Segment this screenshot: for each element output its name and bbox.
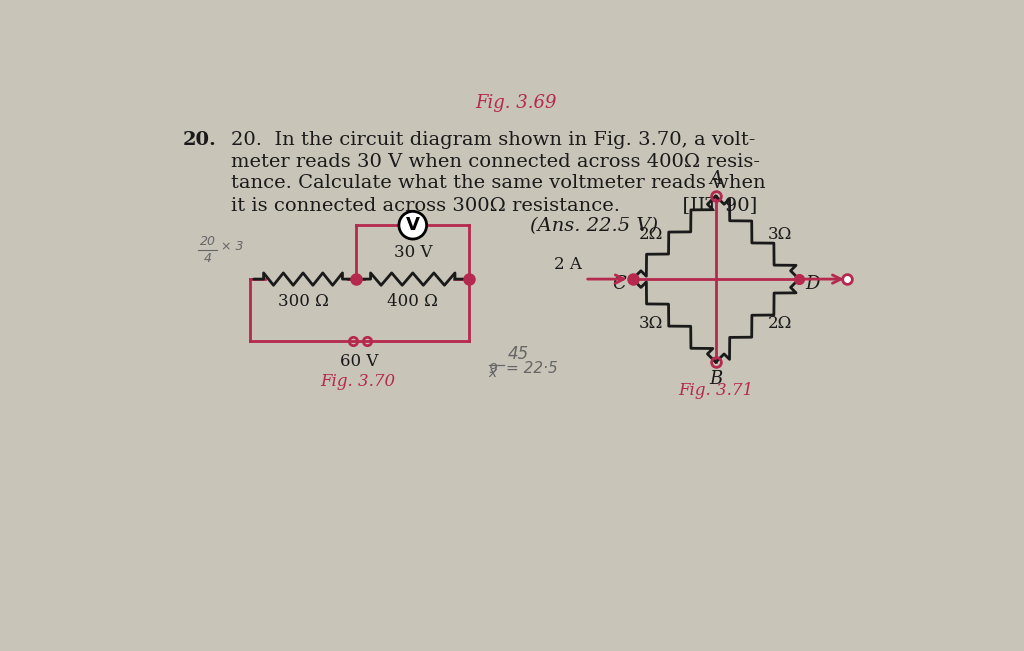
Text: Fig. 3.70: Fig. 3.70 [321,373,395,390]
Text: 400 Ω: 400 Ω [387,293,438,310]
Text: 2Ω: 2Ω [768,315,793,332]
Text: 60 V: 60 V [340,353,379,370]
Text: it is connected across 300Ω resistance.          [IIT 90]: it is connected across 300Ω resistance. … [230,196,757,214]
Text: 30 V: 30 V [393,243,432,260]
Text: B: B [710,370,722,388]
Text: = 22·5: = 22·5 [506,361,558,376]
Text: tance. Calculate what the same voltmeter reads when: tance. Calculate what the same voltmeter… [230,174,765,192]
Text: A: A [710,170,722,188]
Text: 3Ω: 3Ω [639,315,664,332]
Text: 300 Ω: 300 Ω [278,293,329,310]
Text: D: D [805,275,819,293]
Text: 4: 4 [204,252,212,265]
Text: V: V [406,216,420,234]
Text: 20.: 20. [183,132,217,149]
Text: 20.  In the circuit diagram shown in Fig. 3.70, a volt-: 20. In the circuit diagram shown in Fig.… [230,132,755,149]
Text: Fig. 3.69: Fig. 3.69 [475,94,556,112]
Text: x: x [488,366,497,380]
Text: 9: 9 [488,362,498,376]
Text: (Ans. 22.5 V): (Ans. 22.5 V) [529,217,658,236]
Text: C: C [612,275,627,293]
Text: meter reads 30 V when connected across 400Ω resis-: meter reads 30 V when connected across 4… [230,153,760,171]
Text: 2Ω: 2Ω [639,226,664,243]
Text: 3Ω: 3Ω [768,226,793,243]
Text: 20: 20 [200,235,216,248]
Text: 2 A: 2 A [554,256,582,273]
Text: 45: 45 [508,344,529,363]
Text: Fig. 3.71: Fig. 3.71 [678,382,754,399]
Text: × 3: × 3 [221,240,244,253]
Circle shape [399,212,427,239]
